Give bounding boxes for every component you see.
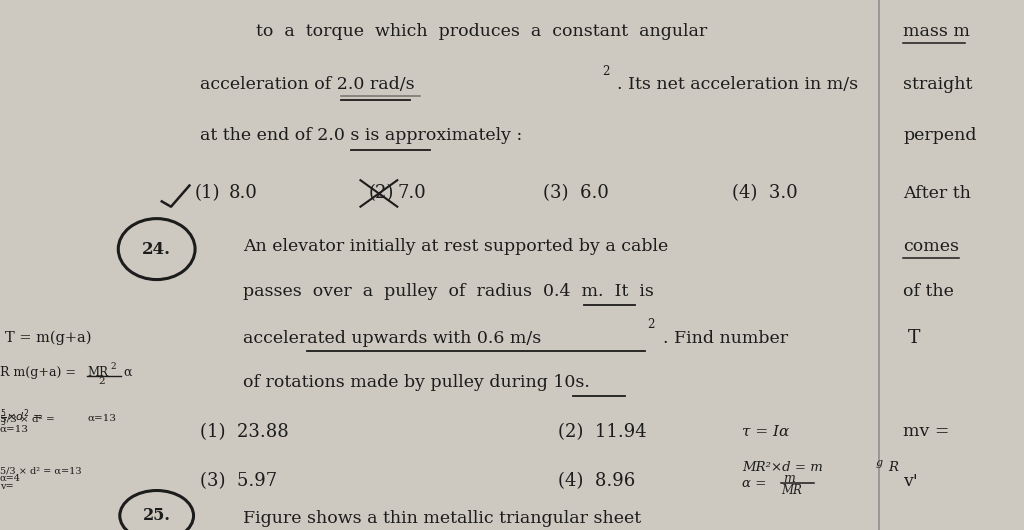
Text: 5/3 × d² =: 5/3 × d² = [0,414,54,423]
Text: straight: straight [903,76,973,93]
Text: τ = Iα: τ = Iα [742,425,790,439]
Text: 8.0: 8.0 [228,184,257,202]
Text: R m(g+a) =: R m(g+a) = [0,366,76,378]
Text: of rotations made by pulley during 10s.: of rotations made by pulley during 10s. [243,374,590,391]
Text: T: T [908,329,921,347]
Text: α: α [123,366,131,378]
Text: α=13: α=13 [87,414,116,423]
Text: 24.: 24. [142,241,171,258]
Text: v': v' [903,473,918,490]
Text: (4)  8.96: (4) 8.96 [558,472,635,490]
Text: g: g [876,458,883,468]
Text: 5/3 × d² = α=13: 5/3 × d² = α=13 [0,466,82,475]
Text: perpend: perpend [903,127,977,144]
Text: MR: MR [781,484,802,497]
Text: $\frac{5}{3}$$\times$$d^2$ =: $\frac{5}{3}$$\times$$d^2$ = [0,408,44,429]
Text: After th: After th [903,185,971,202]
Text: acceleration of 2.0 rad/s: acceleration of 2.0 rad/s [200,76,415,93]
Text: mass m: mass m [903,23,970,40]
Text: T = m(g+a): T = m(g+a) [5,331,91,346]
Text: to  a  torque  which  produces  a  constant  angular: to a torque which produces a constant an… [256,23,708,40]
Text: at the end of 2.0 s is approximately :: at the end of 2.0 s is approximately : [200,127,522,144]
Text: v=: v= [0,482,13,491]
Text: α=13: α=13 [0,425,29,434]
Text: mv =: mv = [903,423,949,440]
Text: m: m [783,472,796,485]
Text: 7.0: 7.0 [397,184,426,202]
Text: passes  over  a  pulley  of  radius  0.4  m.  It  is: passes over a pulley of radius 0.4 m. It… [243,283,653,300]
Text: . Its net acceleration in m/s: . Its net acceleration in m/s [617,76,858,93]
Text: (3)  6.0: (3) 6.0 [543,184,608,202]
Text: Figure shows a thin metallic triangular sheet: Figure shows a thin metallic triangular … [243,510,641,527]
Text: α =: α = [742,478,771,490]
Text: (3)  5.97: (3) 5.97 [200,472,276,490]
Text: (2): (2) [369,184,394,202]
Text: 2: 2 [647,319,654,331]
Text: (1)  23.88: (1) 23.88 [200,423,289,441]
Text: (1): (1) [195,184,220,202]
Text: R: R [888,462,898,474]
Text: α=4: α=4 [0,474,22,483]
Text: 2: 2 [98,377,104,385]
Text: (4)  3.0: (4) 3.0 [732,184,798,202]
Text: comes: comes [903,238,959,255]
Text: of the: of the [903,283,954,300]
Text: 2: 2 [111,363,116,371]
Text: (2)  11.94: (2) 11.94 [558,423,647,441]
Text: accelerated upwards with 0.6 m/s: accelerated upwards with 0.6 m/s [243,330,541,347]
Text: MR: MR [87,366,109,378]
Text: 2: 2 [602,65,609,78]
Text: 25.: 25. [142,507,171,524]
Text: An elevator initially at rest supported by a cable: An elevator initially at rest supported … [243,238,668,255]
Text: . Find number: . Find number [663,330,787,347]
Text: MR²×d = m: MR²×d = m [742,462,823,474]
